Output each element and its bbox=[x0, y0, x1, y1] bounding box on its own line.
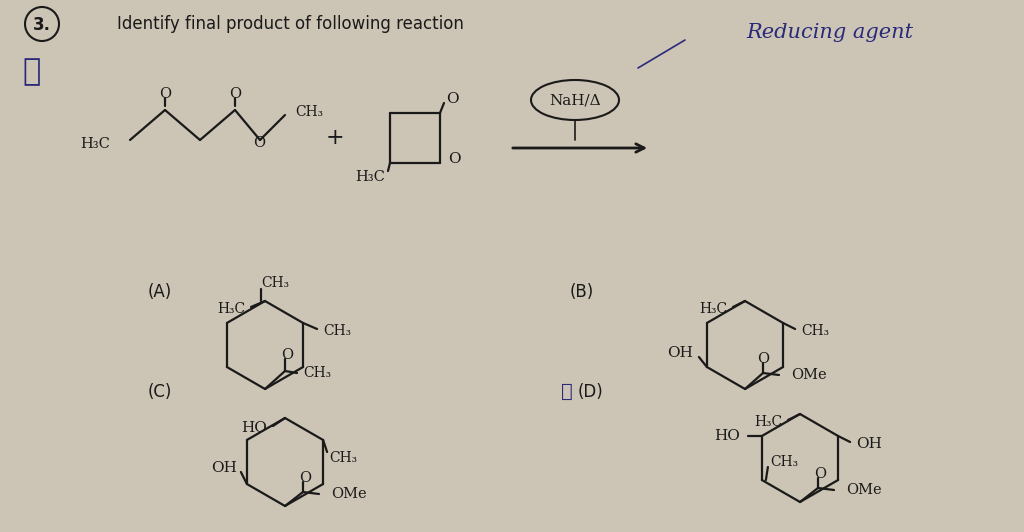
Text: H₃C: H₃C bbox=[355, 170, 385, 184]
Text: HO: HO bbox=[241, 421, 267, 435]
Text: (B): (B) bbox=[570, 283, 594, 301]
Text: OH: OH bbox=[667, 346, 693, 360]
Text: O: O bbox=[229, 87, 241, 101]
Text: O: O bbox=[757, 352, 769, 366]
Text: CH₃: CH₃ bbox=[801, 324, 829, 338]
Text: O: O bbox=[446, 92, 459, 106]
Text: +: + bbox=[326, 127, 344, 149]
Text: O: O bbox=[449, 152, 461, 166]
Text: H₃C: H₃C bbox=[217, 302, 245, 316]
Text: OMe: OMe bbox=[846, 483, 882, 497]
Text: O: O bbox=[159, 87, 171, 101]
Text: CH₃: CH₃ bbox=[329, 451, 357, 465]
Text: (C): (C) bbox=[148, 383, 172, 401]
Text: CH₃: CH₃ bbox=[324, 324, 351, 338]
Text: CH₃: CH₃ bbox=[295, 105, 324, 119]
Text: NaH/Δ: NaH/Δ bbox=[549, 93, 601, 107]
Text: CH₃: CH₃ bbox=[770, 455, 798, 469]
Text: (A): (A) bbox=[148, 283, 172, 301]
Text: OMe: OMe bbox=[331, 487, 367, 501]
Text: H₃C: H₃C bbox=[80, 137, 110, 151]
Text: O: O bbox=[299, 471, 311, 485]
Text: OH: OH bbox=[211, 461, 237, 475]
Text: (D): (D) bbox=[578, 383, 604, 401]
Text: Reducing agent: Reducing agent bbox=[746, 22, 913, 41]
Text: ✶: ✶ bbox=[23, 56, 41, 87]
Text: CH₃: CH₃ bbox=[261, 276, 289, 290]
Text: HO: HO bbox=[714, 429, 740, 443]
Text: H₃C: H₃C bbox=[698, 302, 727, 316]
Text: O: O bbox=[253, 136, 265, 150]
Text: OMe: OMe bbox=[791, 368, 826, 382]
Text: OH: OH bbox=[856, 437, 882, 451]
Text: 3.: 3. bbox=[33, 16, 51, 34]
Text: CH₃: CH₃ bbox=[303, 366, 331, 380]
Text: O: O bbox=[814, 467, 826, 481]
Text: H₃C: H₃C bbox=[754, 415, 782, 429]
Text: Identify final product of following reaction: Identify final product of following reac… bbox=[117, 15, 464, 33]
Text: O: O bbox=[281, 348, 293, 362]
Text: ✶: ✶ bbox=[561, 383, 572, 401]
